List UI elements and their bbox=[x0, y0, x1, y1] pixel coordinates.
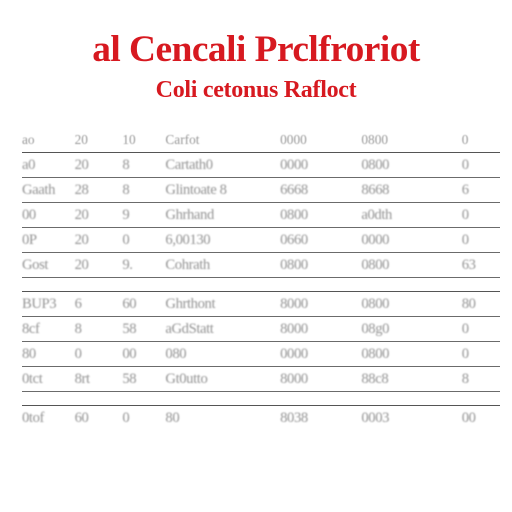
data-table: ao 20 10 Carfot 0000 0800 0 a0 20 8 Cart… bbox=[22, 130, 500, 430]
table-cell: 80 bbox=[22, 342, 75, 367]
column-header: Carfot bbox=[165, 130, 280, 153]
page-subtitle: Coli cetonus Rafloct bbox=[0, 77, 512, 104]
table-cell: 0 bbox=[462, 203, 500, 228]
table-cell: 0000 bbox=[361, 228, 461, 253]
table-cell: Cartath0 bbox=[165, 153, 280, 178]
column-header: 20 bbox=[75, 130, 123, 153]
table-cell: 8rt bbox=[75, 367, 123, 392]
column-header: ao bbox=[22, 130, 75, 153]
page-title: al Cencali Prclfroriot bbox=[0, 28, 512, 71]
table-row: Gaath 28 8 Glintoate 8 6668 8668 6 bbox=[22, 178, 500, 203]
table-cell: a0 bbox=[22, 153, 75, 178]
table-cell: 0003 bbox=[361, 406, 461, 431]
table-cell: 8000 bbox=[280, 317, 361, 342]
table-cell: 58 bbox=[122, 317, 165, 342]
data-table-container: ao 20 10 Carfot 0000 0800 0 a0 20 8 Cart… bbox=[0, 130, 512, 430]
table-cell: 0 bbox=[462, 153, 500, 178]
table-cell: 0 bbox=[462, 228, 500, 253]
table-cell: 8000 bbox=[280, 292, 361, 317]
table-cell: 58 bbox=[122, 367, 165, 392]
table-cell: 0800 bbox=[361, 253, 461, 278]
table-cell: 00 bbox=[122, 342, 165, 367]
table-cell: 8 bbox=[122, 178, 165, 203]
table-cell: 0800 bbox=[280, 253, 361, 278]
table-cell: 8 bbox=[462, 367, 500, 392]
table-cell: 6 bbox=[75, 292, 123, 317]
table-cell: 8 bbox=[75, 317, 123, 342]
table-cell: 60 bbox=[75, 406, 123, 431]
table-cell: 00 bbox=[462, 406, 500, 431]
table-cell: BUP3 bbox=[22, 292, 75, 317]
table-cell: 63 bbox=[462, 253, 500, 278]
document-page: al Cencali Prclfroriot Coli cetonus Rafl… bbox=[0, 28, 512, 512]
table-row: a0 20 8 Cartath0 0000 0800 0 bbox=[22, 153, 500, 178]
table-cell: Glintoate 8 bbox=[165, 178, 280, 203]
table-row: 8cf 8 58 aGdStatt 8000 08g0 0 bbox=[22, 317, 500, 342]
section-gap bbox=[22, 278, 500, 292]
table-cell: 6 bbox=[462, 178, 500, 203]
table-cell: 0800 bbox=[280, 203, 361, 228]
table-cell: 20 bbox=[75, 253, 123, 278]
table-cell: 0 bbox=[122, 228, 165, 253]
table-cell: 0800 bbox=[361, 342, 461, 367]
table-row: 0P 20 0 6,00130 0660 0000 0 bbox=[22, 228, 500, 253]
table-cell: 6,00130 bbox=[165, 228, 280, 253]
table-cell: 20 bbox=[75, 228, 123, 253]
table-cell: Gt0utto bbox=[165, 367, 280, 392]
column-header: 10 bbox=[122, 130, 165, 153]
table-cell: 8038 bbox=[280, 406, 361, 431]
table-cell: 00 bbox=[22, 203, 75, 228]
table-cell: 0 bbox=[122, 406, 165, 431]
table-cell: Ghrhand bbox=[165, 203, 280, 228]
table-cell: 9. bbox=[122, 253, 165, 278]
table-row: Gost 20 9. Cohrath 0800 0800 63 bbox=[22, 253, 500, 278]
table-body: a0 20 8 Cartath0 0000 0800 0 Gaath 28 8 … bbox=[22, 153, 500, 431]
table-cell: 8cf bbox=[22, 317, 75, 342]
table-cell: a0dth bbox=[361, 203, 461, 228]
table-cell: 60 bbox=[122, 292, 165, 317]
column-header: 0000 bbox=[280, 130, 361, 153]
table-cell: 8000 bbox=[280, 367, 361, 392]
column-header: 0800 bbox=[361, 130, 461, 153]
table-cell: 0000 bbox=[280, 342, 361, 367]
table-cell: Gost bbox=[22, 253, 75, 278]
table-cell: 0P bbox=[22, 228, 75, 253]
table-cell: 8 bbox=[122, 153, 165, 178]
table-cell: 0800 bbox=[361, 292, 461, 317]
table-cell: 80 bbox=[462, 292, 500, 317]
section-gap bbox=[22, 392, 500, 406]
table-cell: 0 bbox=[462, 342, 500, 367]
table-cell: 20 bbox=[75, 153, 123, 178]
table-cell: 0tof bbox=[22, 406, 75, 431]
table-cell: 8668 bbox=[361, 178, 461, 203]
table-cell: Ghrthont bbox=[165, 292, 280, 317]
table-cell: 0800 bbox=[361, 153, 461, 178]
table-row: BUP3 6 60 Ghrthont 8000 0800 80 bbox=[22, 292, 500, 317]
table-cell: 20 bbox=[75, 203, 123, 228]
table-cell: 0 bbox=[462, 317, 500, 342]
table-cell: 0 bbox=[75, 342, 123, 367]
table-row: 0tof 60 0 80 8038 0003 00 bbox=[22, 406, 500, 431]
table-cell: 0660 bbox=[280, 228, 361, 253]
table-row: 0tct 8rt 58 Gt0utto 8000 88c8 8 bbox=[22, 367, 500, 392]
table-cell: 0000 bbox=[280, 153, 361, 178]
table-cell: 9 bbox=[122, 203, 165, 228]
table-cell: aGdStatt bbox=[165, 317, 280, 342]
table-header: ao 20 10 Carfot 0000 0800 0 bbox=[22, 130, 500, 153]
table-row: 00 20 9 Ghrhand 0800 a0dth 0 bbox=[22, 203, 500, 228]
table-cell: 08g0 bbox=[361, 317, 461, 342]
table-cell: 28 bbox=[75, 178, 123, 203]
table-cell: 88c8 bbox=[361, 367, 461, 392]
table-cell: 080 bbox=[165, 342, 280, 367]
table-row: 80 0 00 080 0000 0800 0 bbox=[22, 342, 500, 367]
table-cell: 0tct bbox=[22, 367, 75, 392]
column-header: 0 bbox=[462, 130, 500, 153]
table-cell: 6668 bbox=[280, 178, 361, 203]
table-cell: Cohrath bbox=[165, 253, 280, 278]
table-cell: Gaath bbox=[22, 178, 75, 203]
table-cell: 80 bbox=[165, 406, 280, 431]
